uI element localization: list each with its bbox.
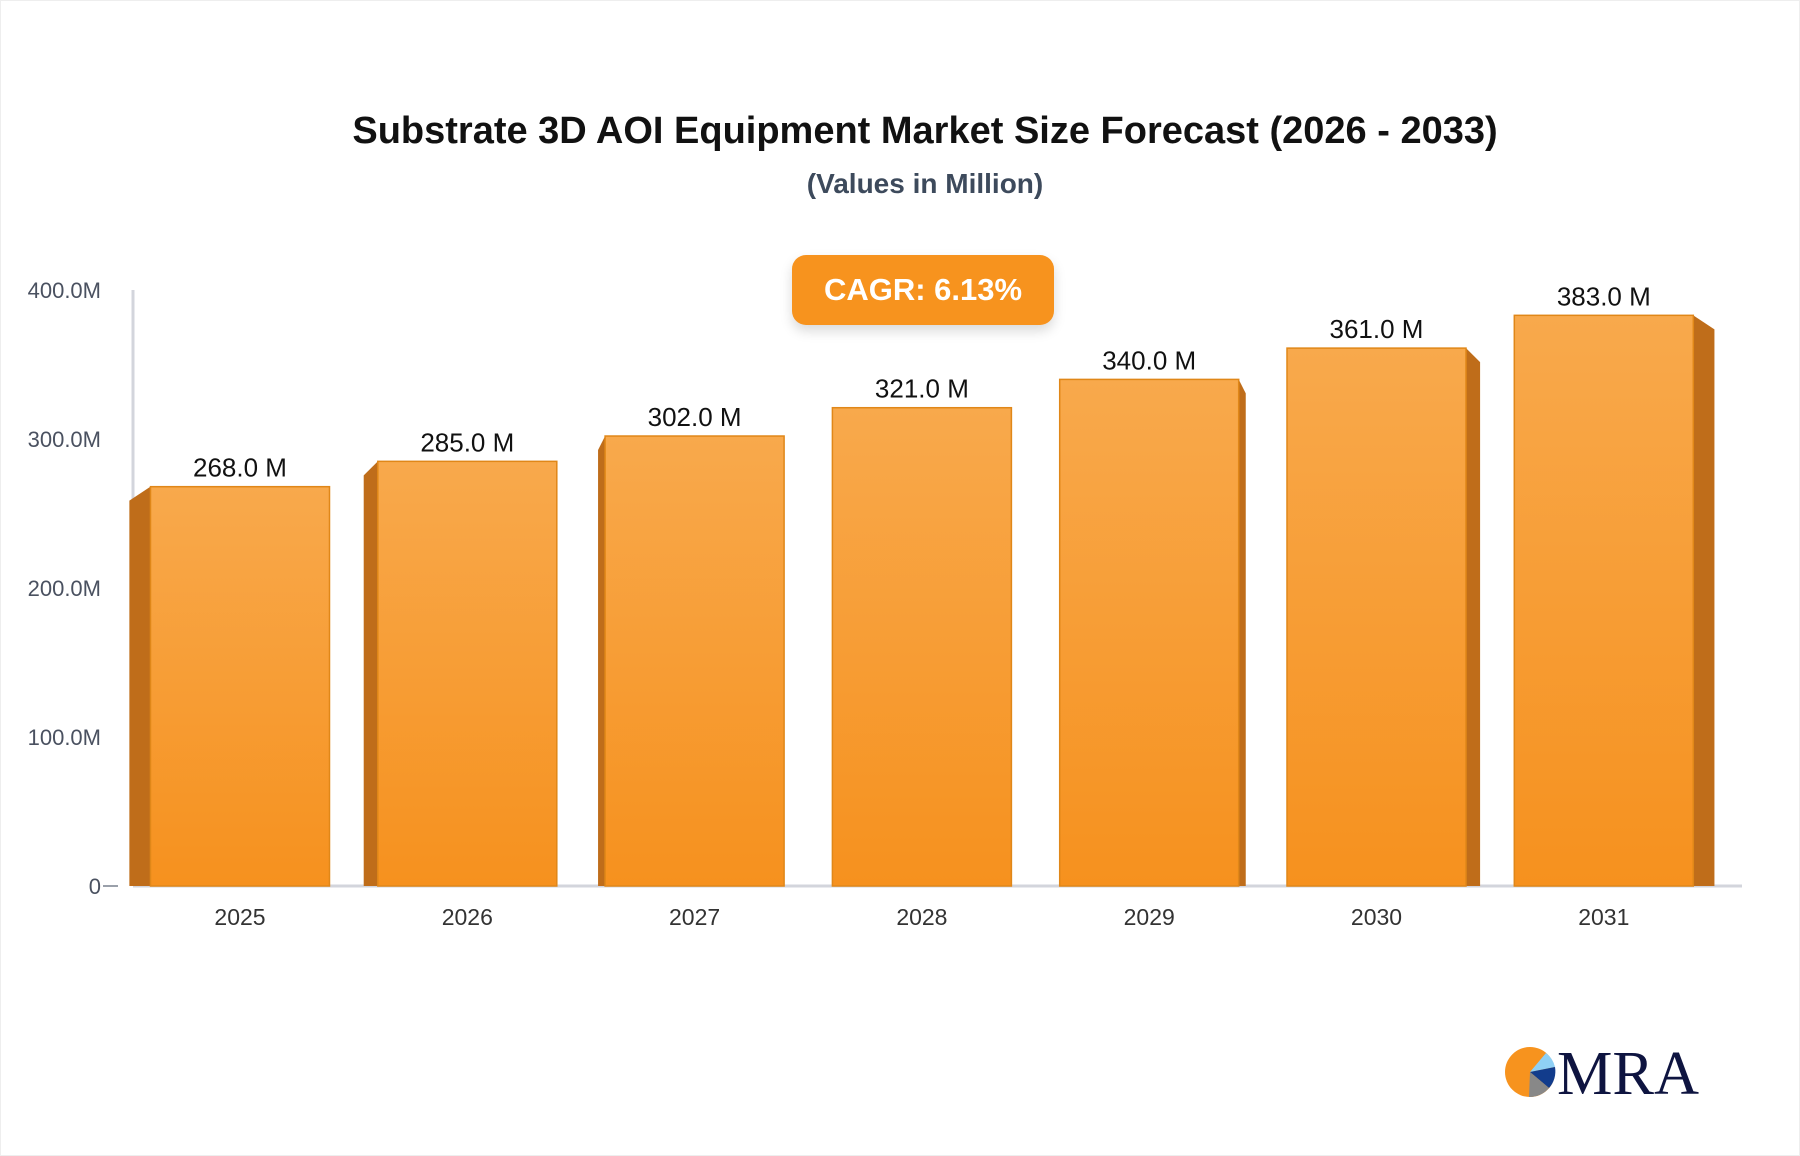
bar-group: 383.0 M 2031	[1513, 281, 1715, 930]
y-tick-label: 400.0M	[28, 278, 101, 303]
x-tick-label: 2027	[669, 904, 720, 930]
bar-group: 268.0 M 2025	[129, 453, 331, 930]
svg-text:MRA: MRA	[1557, 1040, 1699, 1105]
bar-side	[363, 461, 378, 886]
bar	[1286, 347, 1467, 887]
data-label: 321.0 M	[875, 374, 969, 404]
bar	[377, 460, 558, 887]
bar-group: 340.0 M 2029	[1058, 345, 1246, 930]
x-tick-label: 2025	[214, 904, 265, 930]
chart-title: Substrate 3D AOI Equipment Market Size F…	[352, 110, 1498, 152]
bar	[149, 485, 331, 887]
x-tick-label: 2029	[1124, 904, 1175, 930]
data-label: 268.0 M	[193, 453, 287, 483]
bar-side	[1466, 348, 1481, 886]
bar-group: 361.0 M 2030	[1286, 314, 1481, 930]
x-tick-label: 2028	[896, 904, 947, 930]
x-tick-label: 2030	[1351, 904, 1402, 930]
mra-logo: MRA	[1505, 1040, 1699, 1105]
data-label: 361.0 M	[1330, 314, 1424, 344]
bar-group: 302.0 M 2027	[598, 402, 785, 930]
bar	[604, 435, 785, 887]
bar	[1058, 378, 1240, 887]
bar-side	[598, 436, 606, 886]
bar	[1513, 314, 1695, 887]
bar	[831, 406, 1013, 887]
bar-side	[1693, 315, 1715, 887]
bar-group: 321.0 M 2028	[831, 374, 1013, 930]
data-label: 302.0 M	[648, 402, 742, 432]
y-tick-label: 300.0M	[28, 427, 101, 452]
bar-side	[129, 486, 151, 886]
bar-group: 285.0 M 2026	[363, 427, 558, 930]
chart-subtitle: (Values in Million)	[806, 168, 1044, 199]
data-label: 340.0 M	[1102, 345, 1196, 375]
cagr-badge: CAGR: 6.13%	[792, 255, 1054, 325]
y-tick-label: 200.0M	[28, 576, 101, 601]
data-label: 383.0 M	[1557, 281, 1651, 311]
data-label: 285.0 M	[420, 427, 514, 457]
x-tick-label: 2031	[1578, 904, 1629, 930]
bar-side	[1238, 379, 1246, 886]
x-tick-label: 2026	[442, 904, 493, 930]
y-tick-label: 0	[89, 874, 101, 899]
y-tick-label: 100.0M	[28, 725, 101, 750]
